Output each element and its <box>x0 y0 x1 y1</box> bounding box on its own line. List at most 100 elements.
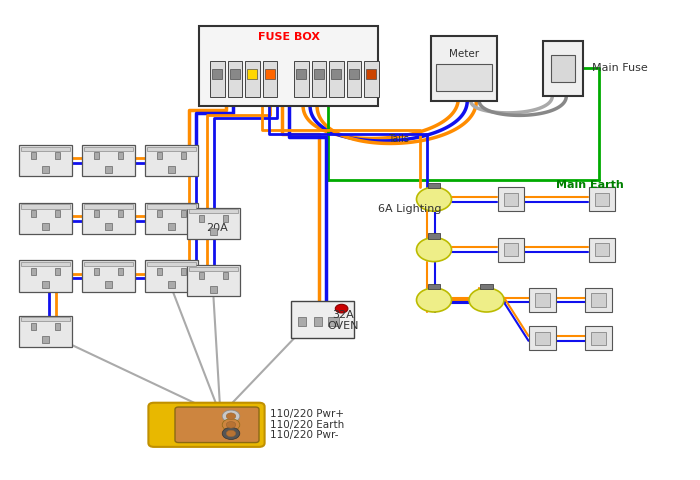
FancyBboxPatch shape <box>228 61 242 97</box>
Text: 6A Lighting: 6A Lighting <box>378 204 442 214</box>
Bar <box>94 268 99 275</box>
FancyBboxPatch shape <box>551 55 575 82</box>
Bar <box>31 210 36 217</box>
Text: FUSE BOX: FUSE BOX <box>258 32 320 42</box>
FancyBboxPatch shape <box>364 61 379 97</box>
Bar <box>105 166 112 173</box>
FancyBboxPatch shape <box>20 316 71 347</box>
Bar <box>199 215 204 222</box>
Bar <box>210 286 217 293</box>
Circle shape <box>416 238 452 262</box>
Bar <box>592 332 606 345</box>
Bar <box>157 153 162 159</box>
Bar <box>595 192 609 206</box>
Bar <box>105 281 112 288</box>
Circle shape <box>222 427 240 440</box>
Circle shape <box>416 187 452 211</box>
Bar <box>366 69 377 79</box>
FancyBboxPatch shape <box>188 265 239 297</box>
Bar <box>55 210 60 217</box>
Bar <box>314 317 322 326</box>
Bar <box>157 210 162 217</box>
Bar <box>298 317 306 326</box>
Bar <box>536 293 550 307</box>
Bar <box>168 281 175 288</box>
FancyBboxPatch shape <box>22 262 69 266</box>
Bar <box>504 192 518 206</box>
Text: 110/220 Pwr+: 110/220 Pwr+ <box>270 409 344 419</box>
Circle shape <box>222 410 240 422</box>
Bar <box>181 268 186 275</box>
FancyBboxPatch shape <box>585 326 612 350</box>
Bar <box>105 223 112 230</box>
Bar <box>314 69 324 79</box>
FancyBboxPatch shape <box>84 147 133 151</box>
FancyBboxPatch shape <box>146 203 197 234</box>
Text: Main Earth: Main Earth <box>556 180 624 190</box>
FancyBboxPatch shape <box>22 204 69 208</box>
FancyBboxPatch shape <box>529 288 556 312</box>
Text: Main Fuse: Main Fuse <box>592 63 648 73</box>
Bar <box>55 153 60 159</box>
FancyBboxPatch shape <box>146 260 197 292</box>
Bar <box>296 69 307 79</box>
Bar <box>31 268 36 275</box>
Text: Meter: Meter <box>449 49 479 59</box>
Bar <box>55 323 60 330</box>
Bar <box>328 317 339 326</box>
Bar <box>504 243 518 256</box>
FancyBboxPatch shape <box>175 407 259 443</box>
Bar <box>210 228 217 235</box>
Bar <box>212 69 223 79</box>
Bar <box>118 210 123 217</box>
Bar <box>331 69 342 79</box>
FancyBboxPatch shape <box>329 61 344 97</box>
Bar <box>42 223 49 230</box>
FancyBboxPatch shape <box>83 260 134 292</box>
FancyBboxPatch shape <box>585 288 612 312</box>
Bar <box>94 153 99 159</box>
Bar <box>592 293 606 307</box>
FancyBboxPatch shape <box>210 61 225 97</box>
FancyBboxPatch shape <box>84 204 133 208</box>
Bar <box>536 332 550 345</box>
Bar <box>118 268 123 275</box>
FancyBboxPatch shape <box>20 260 71 292</box>
Text: 20A: 20A <box>206 223 228 233</box>
FancyBboxPatch shape <box>22 317 69 322</box>
Bar <box>168 223 175 230</box>
FancyBboxPatch shape <box>20 203 71 234</box>
Circle shape <box>416 288 452 312</box>
FancyBboxPatch shape <box>189 267 238 271</box>
Bar <box>181 153 186 159</box>
Bar <box>31 323 36 330</box>
Text: 32A
OVEN: 32A OVEN <box>328 310 358 331</box>
Bar <box>94 210 99 217</box>
Circle shape <box>222 419 240 431</box>
FancyBboxPatch shape <box>529 326 556 350</box>
FancyBboxPatch shape <box>84 262 133 266</box>
FancyBboxPatch shape <box>148 403 265 447</box>
Bar <box>247 69 258 79</box>
FancyBboxPatch shape <box>436 64 491 91</box>
Bar <box>428 284 440 289</box>
FancyBboxPatch shape <box>22 147 69 151</box>
FancyBboxPatch shape <box>188 207 239 239</box>
Circle shape <box>226 430 236 437</box>
FancyBboxPatch shape <box>20 145 71 176</box>
Circle shape <box>226 413 236 420</box>
FancyBboxPatch shape <box>294 61 309 97</box>
FancyBboxPatch shape <box>262 61 277 97</box>
FancyBboxPatch shape <box>245 61 260 97</box>
FancyBboxPatch shape <box>147 204 195 208</box>
Bar <box>428 233 440 239</box>
Bar <box>349 69 359 79</box>
Bar <box>199 273 204 279</box>
Bar <box>42 281 49 288</box>
Bar <box>181 210 186 217</box>
Bar <box>265 69 275 79</box>
Bar <box>42 336 49 343</box>
FancyBboxPatch shape <box>290 301 354 338</box>
Text: 110/220 Pwr-: 110/220 Pwr- <box>270 431 338 440</box>
Bar <box>168 166 175 173</box>
